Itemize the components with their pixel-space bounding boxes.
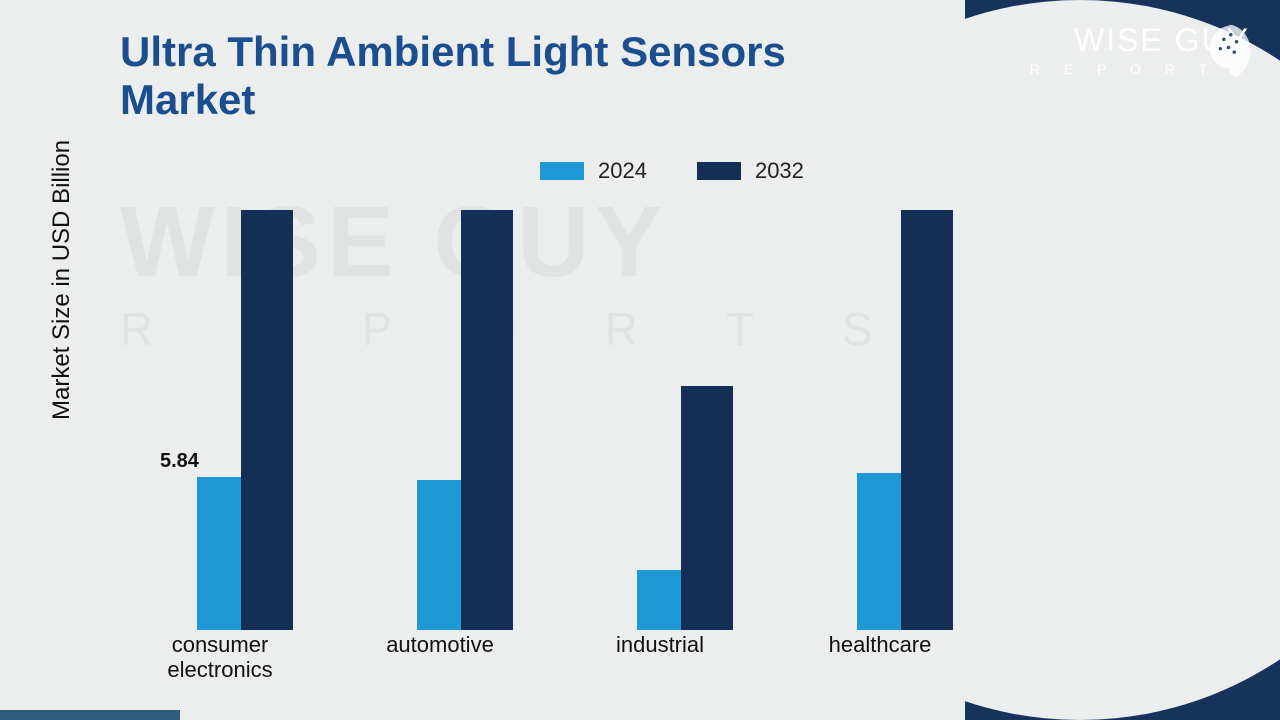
bar-group	[610, 386, 760, 630]
legend-swatch-2024	[540, 162, 584, 180]
x-axis-label: healthcare	[790, 632, 970, 657]
legend-item-2024: 2024	[540, 158, 647, 184]
bar-2032	[681, 386, 733, 630]
bar-2032	[241, 210, 293, 630]
chart-title: Ultra Thin Ambient Light Sensors Market	[120, 28, 840, 125]
bar-group	[830, 210, 980, 630]
legend-swatch-2032	[697, 162, 741, 180]
legend: 2024 2032	[540, 158, 804, 184]
x-axis-label: consumer electronics	[130, 632, 310, 683]
bar-2032	[461, 210, 513, 630]
report-canvas: WISE GUY R E P O R T S Ultra Thin Ambien…	[0, 0, 1280, 720]
x-axis-label: industrial	[570, 632, 750, 657]
bar-chart: 5.84	[110, 210, 990, 630]
x-axis-label: automotive	[350, 632, 530, 657]
legend-item-2032: 2032	[697, 158, 804, 184]
legend-label-2032: 2032	[755, 158, 804, 184]
y-axis-label: Market Size in USD Billion	[48, 140, 76, 420]
brand-head-icon	[1196, 22, 1254, 80]
data-label: 5.84	[160, 450, 199, 473]
bar-group	[170, 210, 320, 630]
bottom-accent-bar	[0, 710, 180, 720]
bar-2032	[901, 210, 953, 630]
brand-logo: WISE GUY R E P O R T S	[1030, 22, 1250, 77]
legend-label-2024: 2024	[598, 158, 647, 184]
bar-group	[390, 210, 540, 630]
